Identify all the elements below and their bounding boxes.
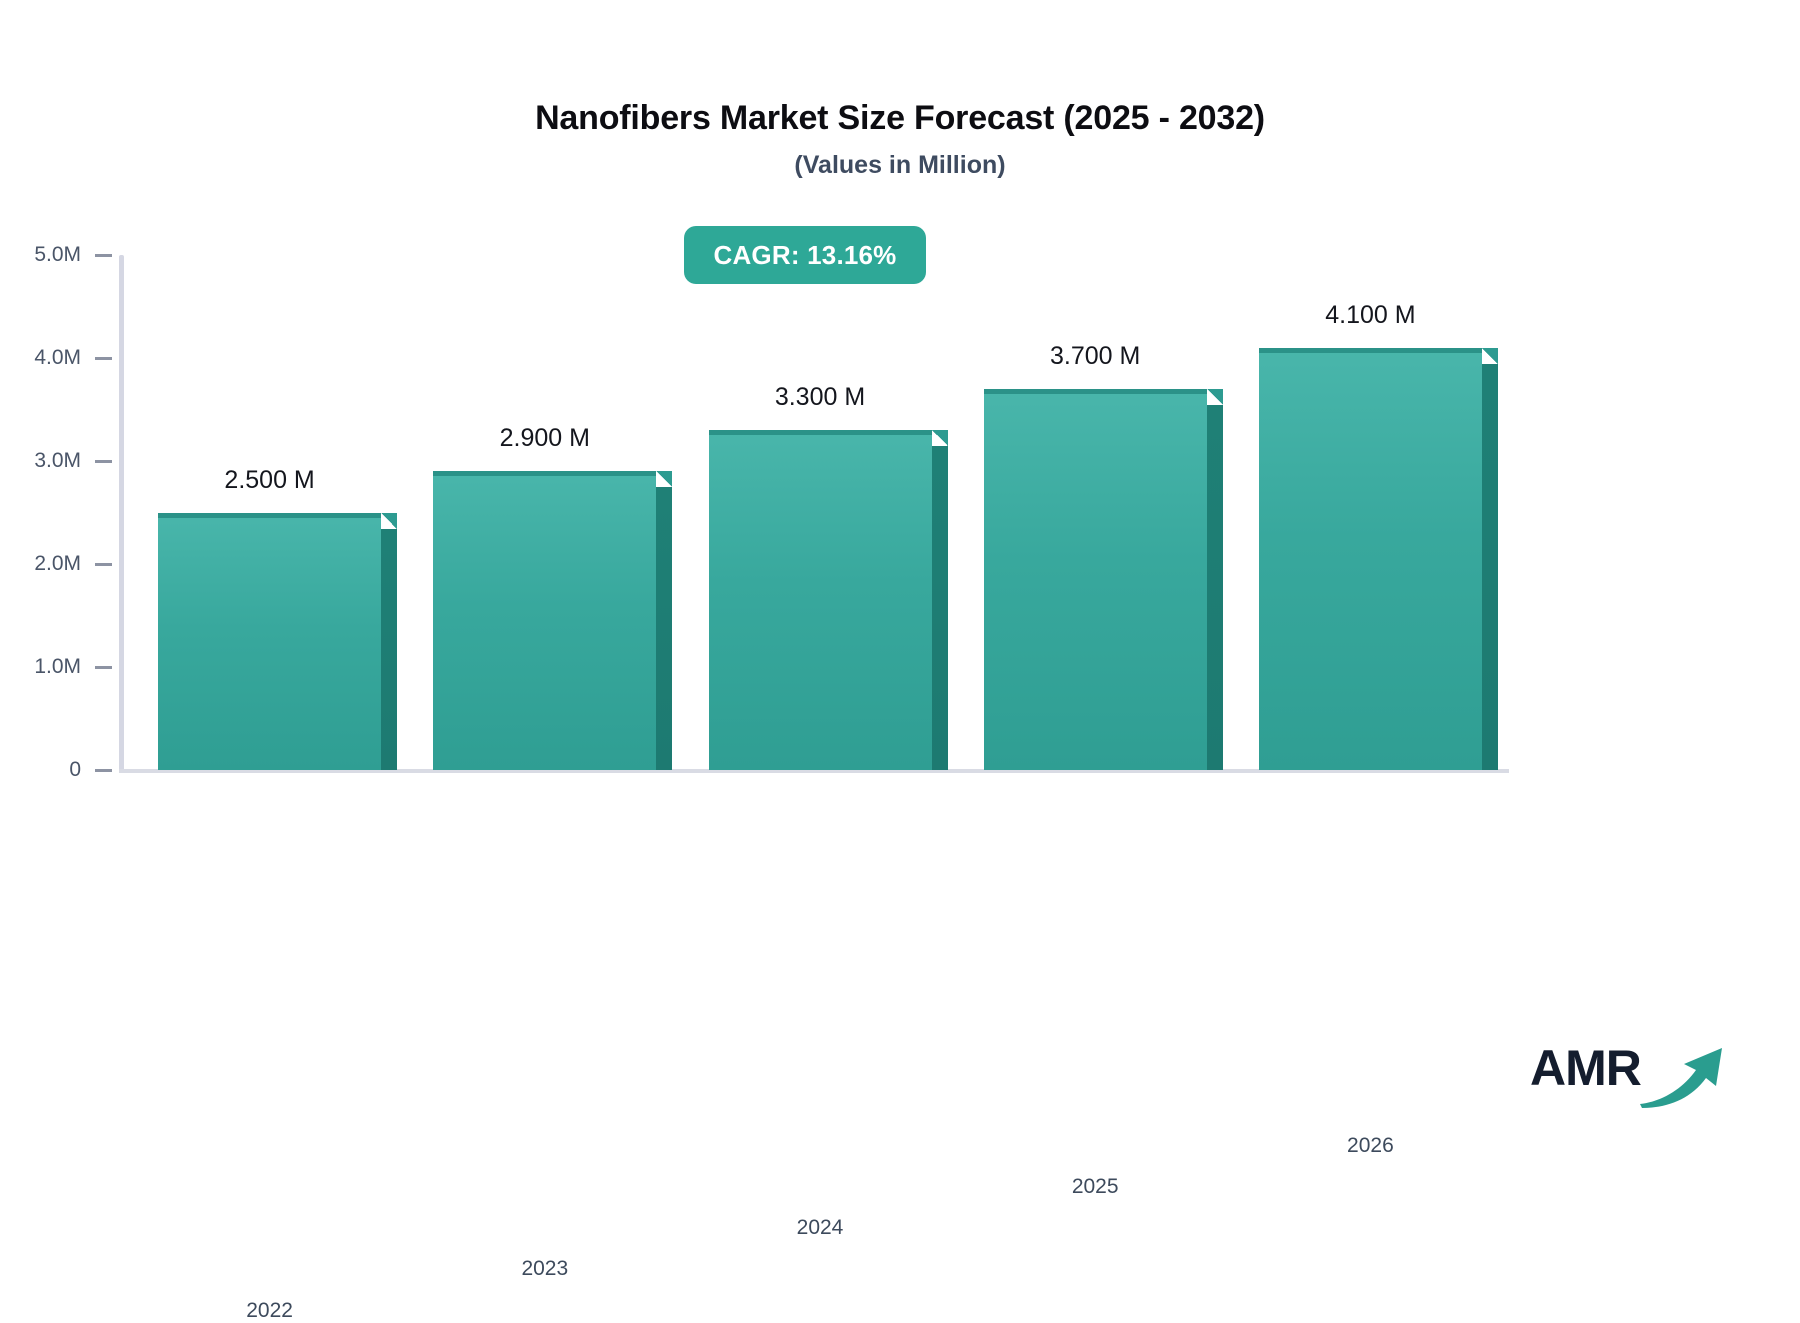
bar-value-label: 2.900 M [499, 424, 590, 453]
y-axis-tick-label: 5.0M [34, 243, 81, 266]
x-axis-category-label: 2022 [246, 1298, 293, 1322]
bar-top-edge [433, 471, 657, 477]
bar-bevel [1481, 347, 1498, 364]
plot-area: 0 1.0M 2.0M 3.0M 4.0M 5.0M 2.500 M 2022 2.900 M… [0, 242, 1509, 1322]
y-axis-tick: 5.0M [0, 242, 112, 268]
page-title: Nanofibers Market Size Forecast (2025 - … [535, 99, 1265, 137]
y-axis-tick-label: 4.0M [34, 346, 81, 369]
bar-face [1258, 347, 1482, 770]
amr-logo: AMR [1530, 1040, 1730, 1110]
y-axis-tick-mark [95, 562, 112, 566]
bar-face [158, 512, 382, 770]
bar-side-shadow [656, 487, 673, 770]
bar-column[interactable]: 4.100 M 2026 [1258, 301, 1498, 1157]
bar-bevel [656, 471, 673, 488]
bar-column[interactable]: 2.500 M 2022 [158, 466, 398, 1322]
y-axis-line [119, 255, 124, 771]
y-axis-tick: 2.0M [0, 551, 112, 577]
x-axis-category-label: 2025 [1071, 1174, 1119, 1198]
bar-value-label: 4.100 M [1325, 300, 1416, 329]
x-axis-category-label: 2023 [521, 1257, 569, 1281]
bar-face [983, 388, 1207, 770]
x-axis-category-label: 2026 [1347, 1133, 1394, 1157]
bar-side-shadow [931, 446, 948, 770]
bar-column[interactable]: 3.700 M 2025 [983, 342, 1223, 1198]
bar-bevel [1206, 388, 1223, 405]
bar-value-label: 3.700 M [1050, 341, 1141, 370]
cagr-badge: CAGR: 13.16% [684, 226, 926, 284]
bar-side-shadow [1206, 404, 1223, 770]
bar-column[interactable]: 2.900 M 2023 [433, 424, 673, 1280]
bar-top-edge [708, 430, 932, 436]
y-axis-tick-label: 2.0M [34, 552, 81, 575]
chart-header: Nanofibers Market Size Forecast (2025 - … [0, 96, 1800, 184]
y-axis-tick: 0 [0, 757, 112, 783]
x-axis-line [119, 769, 1509, 773]
bar-bevel [381, 512, 398, 529]
y-axis-tick-label: 1.0M [34, 655, 81, 678]
bar-value-label: 3.300 M [774, 383, 866, 412]
y-axis-tick: 4.0M [0, 345, 112, 371]
y-axis-tick-mark [95, 768, 112, 772]
bar-side-shadow [381, 528, 398, 770]
bar-face [433, 471, 657, 770]
bar-side-shadow [1481, 363, 1498, 770]
bar-face [708, 430, 932, 770]
y-axis-tick-label: 0 [69, 758, 81, 781]
amr-logo-text: AMR [1530, 1040, 1642, 1096]
bar-top-edge [983, 388, 1207, 394]
x-axis-category-label: 2024 [796, 1216, 844, 1240]
trending-up-arrow-icon [1640, 1048, 1722, 1108]
bar-top-edge [1258, 347, 1482, 353]
y-axis-tick-mark [95, 665, 112, 669]
y-axis-tick-mark [95, 356, 112, 360]
y-axis-tick-label: 3.0M [34, 449, 81, 472]
y-axis-tick: 1.0M [0, 654, 112, 680]
bar-bevel [931, 430, 948, 447]
bar-column[interactable]: 3.300 M 2024 [708, 383, 948, 1239]
y-axis-tick-mark [95, 459, 112, 463]
bar-value-label: 2.500 M [224, 465, 315, 494]
bar-top-edge [158, 512, 382, 518]
chart-card: Nanofibers Market Size Forecast (2025 - … [0, 96, 1800, 1322]
chart-subtitle: (Values in Million) [794, 151, 1006, 179]
y-axis-tick-mark [95, 253, 112, 257]
y-axis-tick: 3.0M [0, 448, 112, 474]
